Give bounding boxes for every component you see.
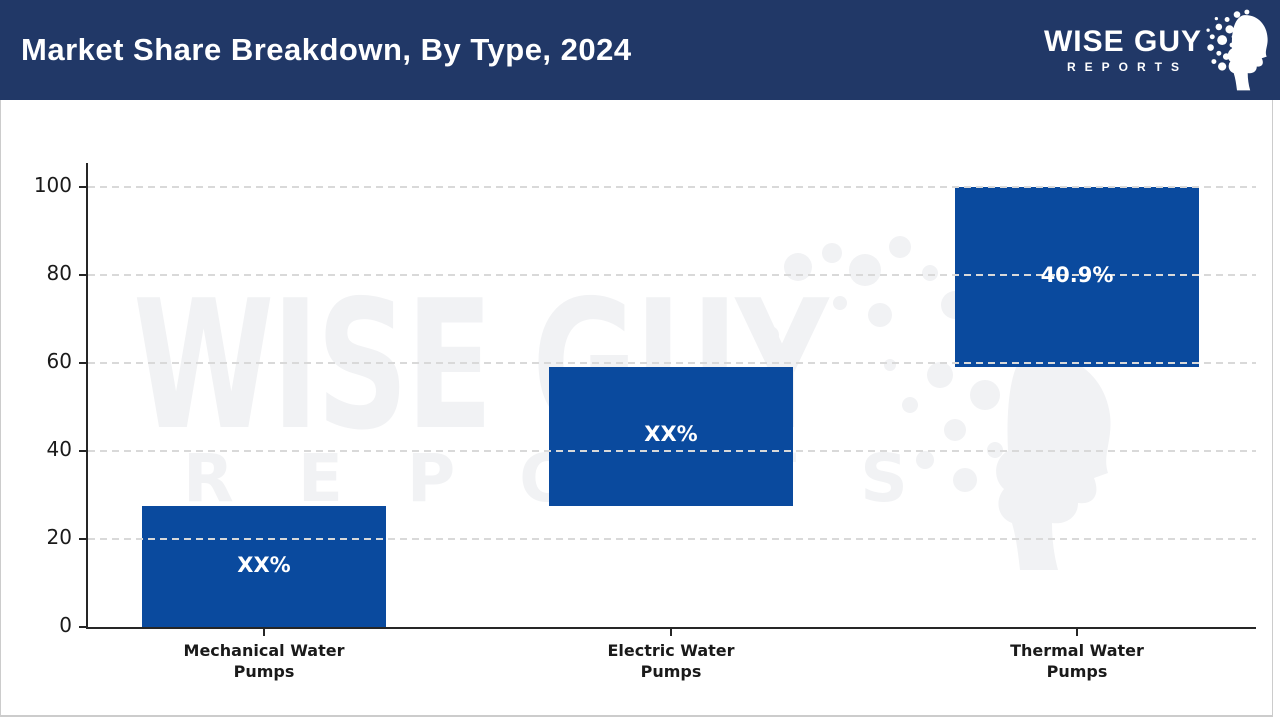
y-axis-tick [79, 450, 86, 452]
y-axis-tick [79, 274, 86, 276]
x-category-label: Mechanical Water Pumps [183, 641, 345, 681]
x-category-label: Thermal Water Pumps [1010, 641, 1144, 681]
gridline [88, 186, 1256, 188]
logo-wordmark: WISE GUY [1043, 24, 1202, 58]
y-axis-tick [79, 538, 86, 540]
chart-title: Market Share Breakdown, By Type, 2024 [21, 32, 632, 67]
gridline [88, 362, 1256, 364]
y-axis-tick-label: 80 [46, 261, 72, 285]
y-axis-tick-label: 20 [46, 525, 72, 549]
x-axis-line [86, 627, 1256, 629]
bar-value-label: 40.9% [1040, 262, 1114, 287]
y-axis-tick [79, 186, 86, 188]
gridline [88, 538, 1256, 540]
y-axis-tick-label: 100 [33, 173, 72, 197]
card-border-bottom [0, 715, 1273, 717]
card-border-right [1272, 100, 1273, 716]
y-axis-tick [79, 362, 86, 364]
gridline [88, 274, 1256, 276]
y-axis-tick-label: 60 [46, 349, 72, 373]
y-axis-line [86, 163, 88, 629]
header-bar: Market Share Breakdown, By Type, 2024 WI… [0, 0, 1280, 100]
y-axis-tick-label: 40 [46, 437, 72, 461]
bar-segment-3 [955, 187, 1199, 367]
y-axis-tick-label: 0 [59, 613, 72, 637]
bar-value-label: XX% [237, 552, 291, 577]
card-border-left [0, 100, 1, 716]
wiseguy-head-icon [1206, 9, 1268, 91]
gridline [88, 450, 1256, 452]
logo-subtitle: REPORTS [1066, 59, 1188, 74]
x-axis-tick [1076, 629, 1078, 636]
x-category-label: Electric Water Pumps [607, 641, 735, 681]
wiseguy-logo: WISE GUY REPORTS [1044, 8, 1280, 92]
bar-segment-2 [549, 366, 793, 506]
x-axis-tick [263, 629, 265, 636]
bar-segment-1 [142, 506, 386, 627]
bar-value-label: XX% [644, 422, 698, 447]
x-axis-tick [670, 629, 672, 636]
logo-text: WISE GUY REPORTS [1043, 24, 1202, 74]
y-axis-tick [79, 626, 86, 628]
